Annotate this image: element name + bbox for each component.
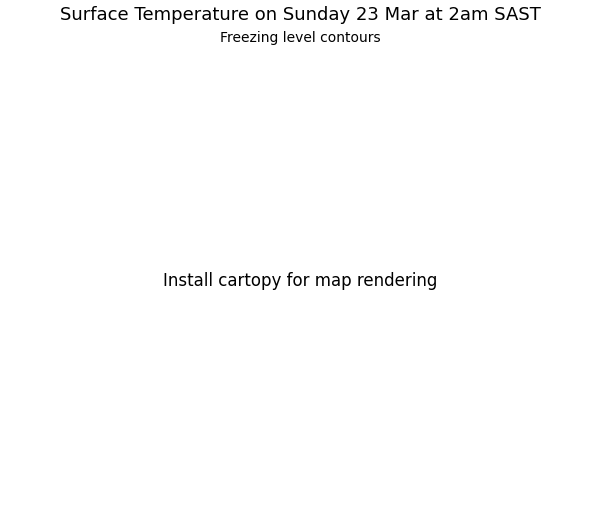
Text: Surface Temperature on Sunday 23 Mar at 2am SAST: Surface Temperature on Sunday 23 Mar at …	[60, 6, 541, 24]
Text: Install cartopy for map rendering: Install cartopy for map rendering	[163, 271, 438, 290]
Text: Freezing level contours: Freezing level contours	[220, 31, 381, 46]
